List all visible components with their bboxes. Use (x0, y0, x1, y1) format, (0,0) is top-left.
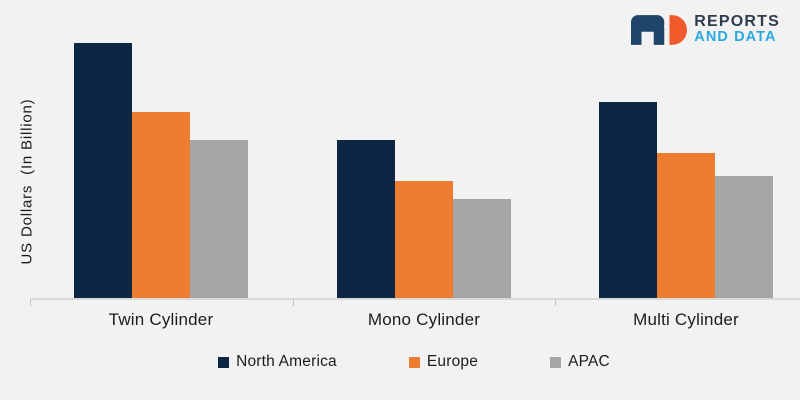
bar-north-america (599, 101, 657, 298)
bar-group (337, 25, 511, 298)
x-axis-label-mono-cylinder: Mono Cylinder (367, 310, 481, 329)
bar-group (599, 25, 773, 298)
x-axis-tick (293, 300, 294, 306)
x-axis-tick (555, 300, 556, 306)
bar-europe (132, 112, 190, 298)
legend-marker-europe (408, 356, 420, 368)
bar-apac (715, 175, 773, 298)
logo-line-and-data: AND DATA (694, 29, 777, 46)
logo-wordmark: REPORTS AND DATA (694, 13, 780, 46)
legend-item-europe: Europe (408, 353, 479, 371)
bar-europe (395, 180, 453, 298)
x-axis-label-twin-cylinder: Twin Cylinder (108, 310, 214, 329)
bar-group (74, 25, 248, 298)
bar-europe (657, 152, 715, 298)
legend-label-apac: APAC (568, 353, 610, 370)
logo-line-reports: REPORTS (694, 13, 780, 30)
reports-and-data-logo: REPORTS AND DATA (631, 13, 780, 46)
legend-marker-north-america (218, 356, 230, 368)
x-axis-label-multi-cylinder: Multi Cylinder (633, 310, 739, 329)
legend-label-europe: Europe (426, 353, 479, 370)
plot-area (30, 25, 800, 306)
legend-item-apac: APAC (550, 353, 610, 371)
bar-north-america (74, 43, 132, 298)
bar-apac (190, 140, 248, 298)
legend-marker-apac (550, 356, 562, 368)
x-axis-tick (30, 300, 31, 306)
bar-apac (453, 198, 511, 298)
bar-north-america (337, 140, 395, 298)
rd-logo-icon (631, 14, 688, 45)
legend-item-north-america: North America (218, 353, 337, 371)
legend-label-north-america: North America (236, 353, 337, 370)
chart-legend: North America Europe APAC (14, 353, 800, 371)
